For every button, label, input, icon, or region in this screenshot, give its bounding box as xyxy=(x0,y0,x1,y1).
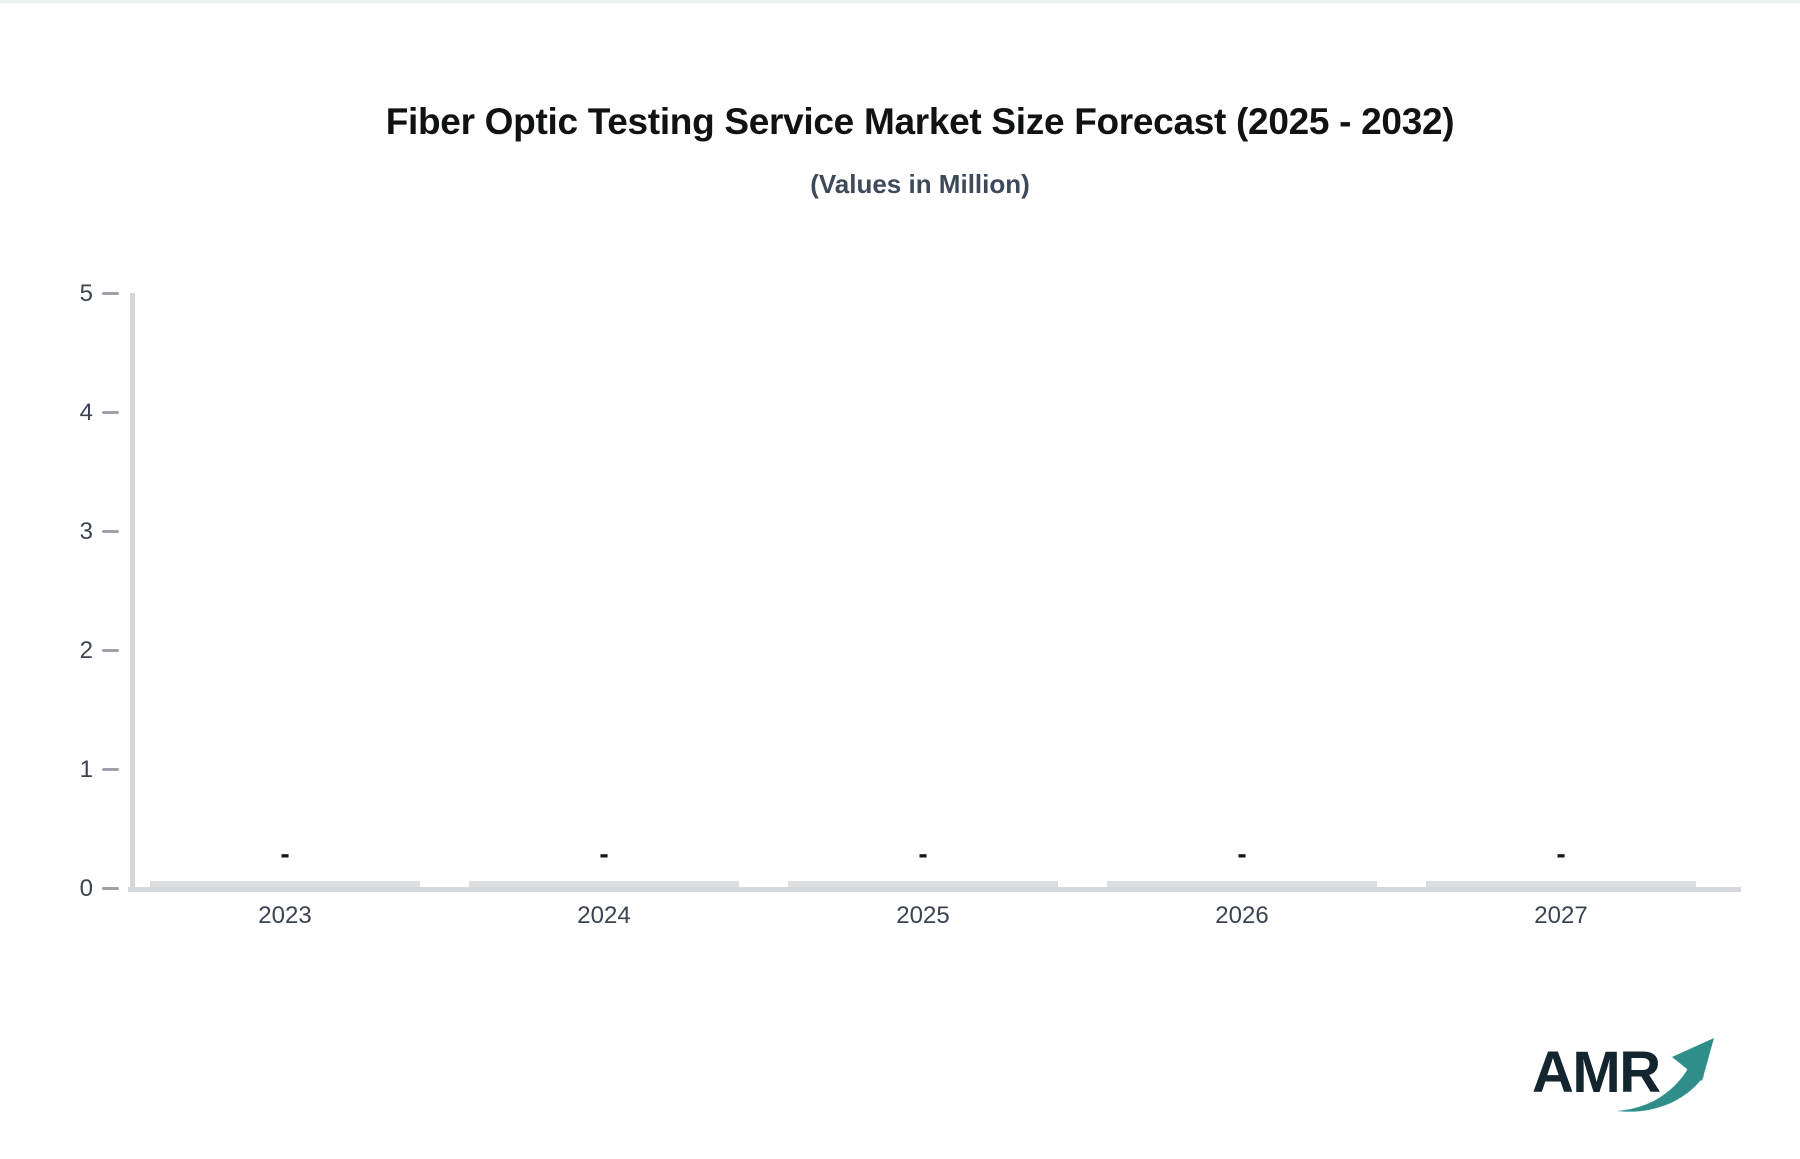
y-axis-tick-mark xyxy=(102,887,119,890)
amr-logo[interactable]: AMR xyxy=(1528,1031,1738,1123)
x-axis-line xyxy=(128,887,1741,892)
growth-arrow-icon xyxy=(1616,1038,1714,1112)
y-axis-tick-label: 3 xyxy=(79,518,93,545)
bar-value-label: - xyxy=(280,838,290,869)
x-axis-category-label: 2025 xyxy=(896,902,950,929)
y-axis-tick-label: 1 xyxy=(79,756,93,783)
bar-2024[interactable] xyxy=(469,881,739,887)
y-axis-tick-mark xyxy=(102,411,119,414)
y-axis-line xyxy=(130,293,135,891)
y-axis-tick-mark xyxy=(102,292,119,295)
y-axis-tick-mark xyxy=(102,768,119,771)
bar-2023[interactable] xyxy=(150,881,420,887)
bar-value-label: - xyxy=(599,838,609,869)
y-axis-tick-label: 2 xyxy=(79,637,93,664)
chart-title: Fiber Optic Testing Service Market Size … xyxy=(385,101,1455,142)
y-axis-tick-label: 5 xyxy=(79,280,93,307)
bar-2027[interactable] xyxy=(1426,881,1696,887)
x-axis-category-label: 2026 xyxy=(1215,902,1269,929)
x-axis-category-label: 2027 xyxy=(1534,902,1588,929)
bar-value-label: - xyxy=(918,838,928,869)
x-axis-category-label: 2024 xyxy=(577,902,631,929)
amr-logo-text: AMR xyxy=(1532,1040,1661,1105)
bar-2026[interactable] xyxy=(1107,881,1377,887)
x-axis-category-label: 2023 xyxy=(258,902,312,929)
y-axis-tick-mark xyxy=(102,649,119,652)
y-axis-tick-mark xyxy=(102,530,119,533)
y-axis-tick-label: 0 xyxy=(79,875,93,902)
y-axis-tick-label: 4 xyxy=(79,399,93,426)
chart-subtitle: (Values in Million) xyxy=(810,169,1030,199)
bar-value-label: - xyxy=(1237,838,1247,869)
bar-value-label: - xyxy=(1556,838,1566,869)
bar-2025[interactable] xyxy=(788,881,1058,887)
